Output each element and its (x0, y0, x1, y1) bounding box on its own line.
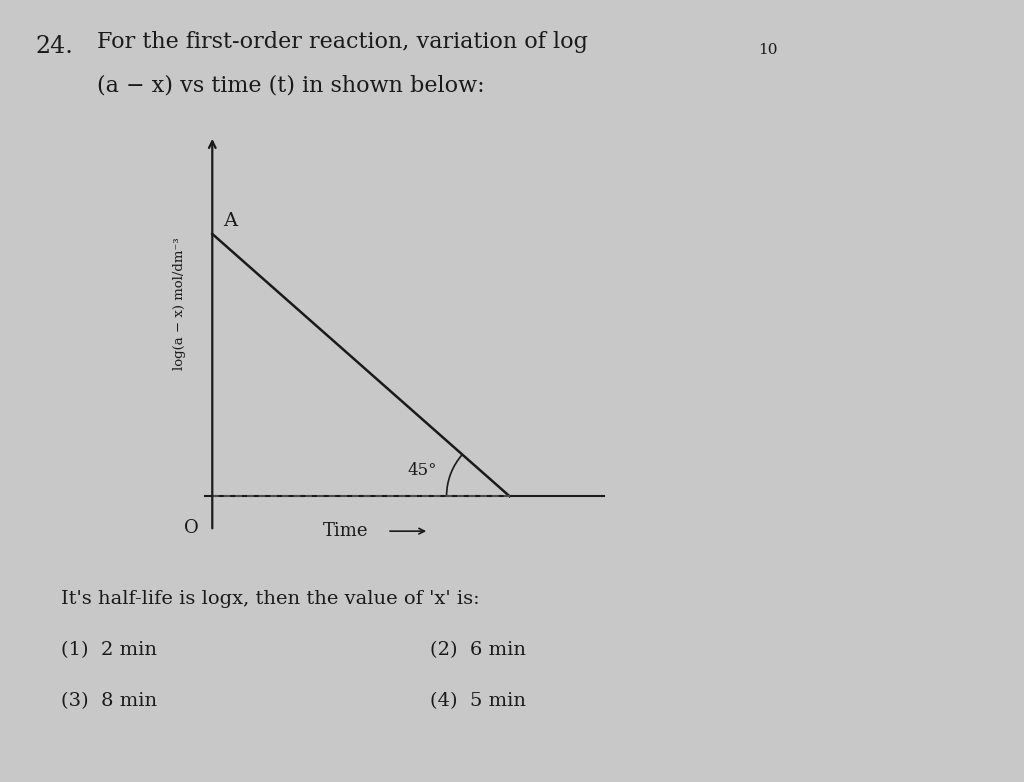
Text: O: O (184, 518, 199, 536)
Text: log(a − x) mol/dm⁻³: log(a − x) mol/dm⁻³ (173, 238, 185, 370)
Text: (4)  5 min: (4) 5 min (430, 692, 526, 710)
Text: (2)  6 min: (2) 6 min (430, 641, 526, 659)
Text: 45°: 45° (408, 461, 437, 479)
Text: (a − x) vs time (t) in shown below:: (a − x) vs time (t) in shown below: (97, 74, 485, 96)
Text: For the first-order reaction, variation of log: For the first-order reaction, variation … (97, 31, 588, 53)
Text: (3)  8 min: (3) 8 min (61, 692, 158, 710)
Text: It's half-life is logx, then the value of 'x' is:: It's half-life is logx, then the value o… (61, 590, 480, 608)
Text: 10: 10 (758, 43, 777, 57)
Text: (1)  2 min: (1) 2 min (61, 641, 158, 659)
Text: A: A (223, 213, 237, 231)
Text: Time: Time (323, 522, 368, 540)
Text: 24.: 24. (36, 35, 74, 58)
